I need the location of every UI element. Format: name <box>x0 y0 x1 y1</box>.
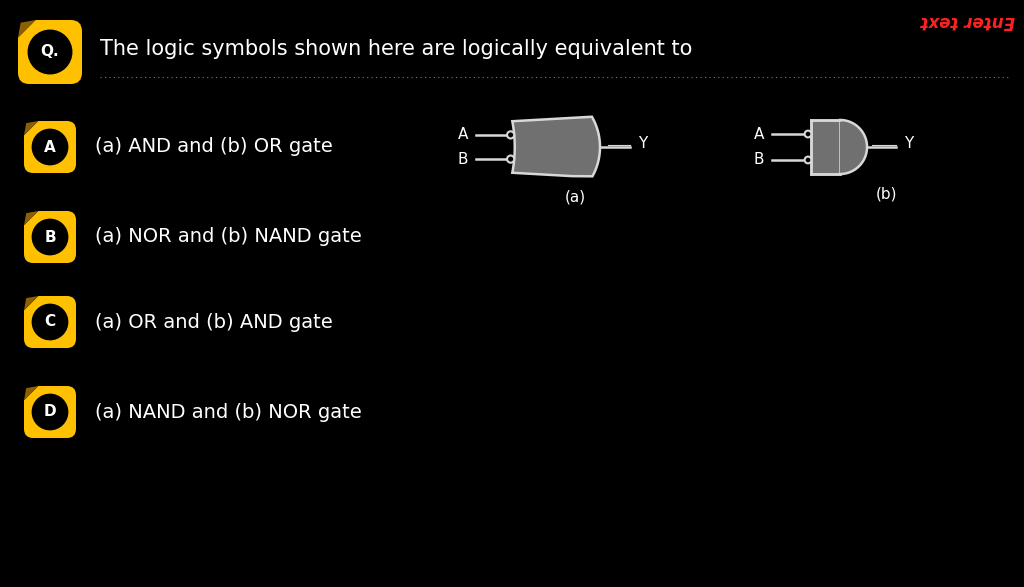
Text: B: B <box>458 151 468 167</box>
Polygon shape <box>24 386 38 400</box>
Text: (a): (a) <box>564 189 586 204</box>
Polygon shape <box>18 20 36 38</box>
Polygon shape <box>24 211 38 225</box>
Circle shape <box>33 129 68 165</box>
Circle shape <box>33 220 68 255</box>
FancyBboxPatch shape <box>24 296 76 348</box>
Text: A: A <box>754 127 764 141</box>
Polygon shape <box>18 20 36 38</box>
Polygon shape <box>512 117 600 176</box>
FancyBboxPatch shape <box>24 121 76 173</box>
Polygon shape <box>24 386 38 400</box>
Text: The logic symbols shown here are logically equivalent to: The logic symbols shown here are logical… <box>100 39 692 59</box>
Circle shape <box>805 131 811 137</box>
Bar <box>811 120 840 174</box>
Polygon shape <box>24 121 38 135</box>
Polygon shape <box>24 296 38 311</box>
Polygon shape <box>24 121 38 135</box>
Polygon shape <box>24 211 38 225</box>
Circle shape <box>29 31 72 74</box>
Text: Q.: Q. <box>41 45 59 59</box>
Circle shape <box>33 304 68 340</box>
Text: A: A <box>458 127 468 143</box>
Polygon shape <box>24 296 38 311</box>
Text: Enter text: Enter text <box>921 12 1015 30</box>
Circle shape <box>805 157 811 163</box>
Text: B: B <box>44 230 56 245</box>
Circle shape <box>33 394 68 430</box>
Text: (a) OR and (b) AND gate: (a) OR and (b) AND gate <box>95 312 333 332</box>
FancyBboxPatch shape <box>18 20 82 84</box>
Text: (b): (b) <box>877 186 898 201</box>
Text: (a) NOR and (b) NAND gate: (a) NOR and (b) NAND gate <box>95 228 361 247</box>
Text: B: B <box>754 153 764 167</box>
Text: D: D <box>44 404 56 420</box>
Circle shape <box>507 156 514 163</box>
FancyBboxPatch shape <box>24 211 76 263</box>
Text: Y: Y <box>903 136 912 150</box>
Text: Y: Y <box>638 136 647 150</box>
Text: (a) AND and (b) OR gate: (a) AND and (b) OR gate <box>95 137 333 157</box>
Circle shape <box>507 131 514 139</box>
Text: A: A <box>44 140 56 154</box>
Text: (a) NAND and (b) NOR gate: (a) NAND and (b) NOR gate <box>95 403 361 421</box>
Polygon shape <box>840 120 867 174</box>
FancyBboxPatch shape <box>24 386 76 438</box>
Text: C: C <box>44 315 55 329</box>
